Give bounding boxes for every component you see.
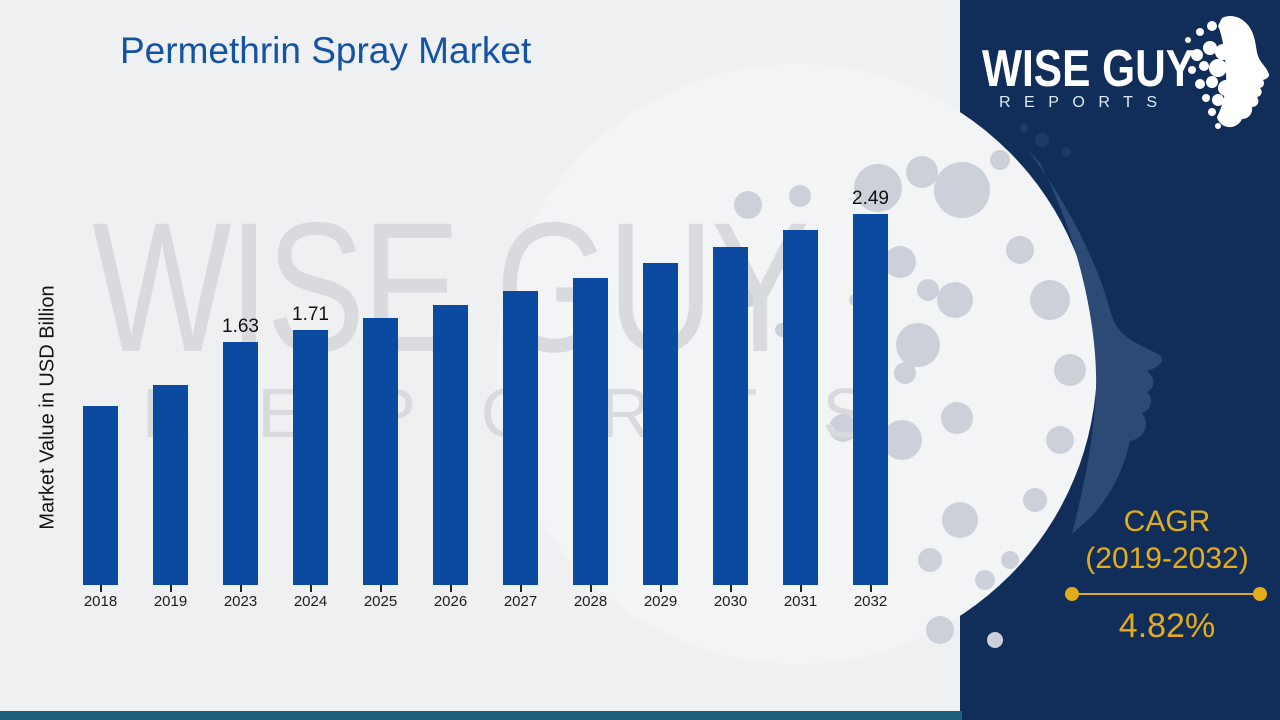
x-label-2025: 2025 — [363, 593, 398, 610]
x-label-2018: 2018 — [83, 593, 118, 610]
x-tick-2018 — [99, 585, 102, 592]
cagr-value: 4.82% — [1118, 607, 1216, 645]
bar-2019 — [153, 385, 188, 585]
value-label-2023: 1.63 — [222, 316, 259, 337]
bar-2027 — [503, 291, 538, 585]
x-tick-2032 — [869, 585, 872, 592]
x-tick-2026 — [449, 585, 452, 592]
bar-2025 — [363, 318, 398, 585]
logo-brand-text: WISE GUY — [982, 40, 1194, 98]
bar-2028 — [573, 278, 608, 585]
x-label-2029: 2029 — [643, 593, 678, 610]
cagr-range: (2019-2032) — [1085, 542, 1249, 575]
x-label-2031: 2031 — [783, 593, 818, 610]
value-label-2032: 2.49 — [852, 188, 889, 209]
x-tick-2029 — [659, 585, 662, 592]
x-tick-2023 — [239, 585, 242, 592]
cagr-heading: CAGR — [1123, 505, 1211, 538]
navy-accent-dots — [1020, 124, 1071, 157]
value-label-2024: 1.71 — [292, 304, 329, 325]
bar-2024 — [293, 330, 328, 585]
x-tick-2031 — [799, 585, 802, 592]
x-tick-2025 — [379, 585, 382, 592]
bar-2029 — [643, 263, 678, 585]
x-label-2028: 2028 — [573, 593, 608, 610]
face-profile-silhouette — [1028, 150, 1163, 534]
watermark-dot-cluster — [734, 150, 1086, 648]
x-label-2032: 2032 — [853, 593, 888, 610]
y-axis-label: Market Value in USD Billion — [36, 285, 59, 530]
bar-2026 — [433, 305, 468, 585]
bottom-accent-strip — [0, 711, 962, 720]
bar-2031 — [783, 230, 818, 585]
x-tick-2027 — [519, 585, 522, 592]
logo-sub-text: REPORTS — [999, 94, 1171, 111]
x-label-2019: 2019 — [153, 593, 188, 610]
x-label-2027: 2027 — [503, 593, 538, 610]
bar-2032 — [853, 214, 888, 585]
x-tick-2030 — [729, 585, 732, 592]
x-tick-2028 — [589, 585, 592, 592]
cagr-block: CAGR (2019-2032) 4.82% — [1058, 504, 1276, 646]
x-tick-2019 — [169, 585, 172, 592]
bar-2018 — [83, 406, 118, 585]
x-label-2023: 2023 — [223, 593, 258, 610]
page-title: Permethrin Spray Market — [120, 30, 532, 71]
x-tick-2024 — [309, 585, 312, 592]
bar-2023 — [223, 342, 258, 585]
x-label-2024: 2024 — [293, 593, 328, 610]
x-label-2026: 2026 — [433, 593, 468, 610]
bar-2030 — [713, 247, 748, 585]
wiseguy-logo: WISE GUY REPORTS — [982, 15, 1270, 129]
x-label-2030: 2030 — [713, 593, 748, 610]
cagr-divider-line — [1065, 587, 1267, 601]
logo-face-silhouette — [1217, 15, 1270, 128]
